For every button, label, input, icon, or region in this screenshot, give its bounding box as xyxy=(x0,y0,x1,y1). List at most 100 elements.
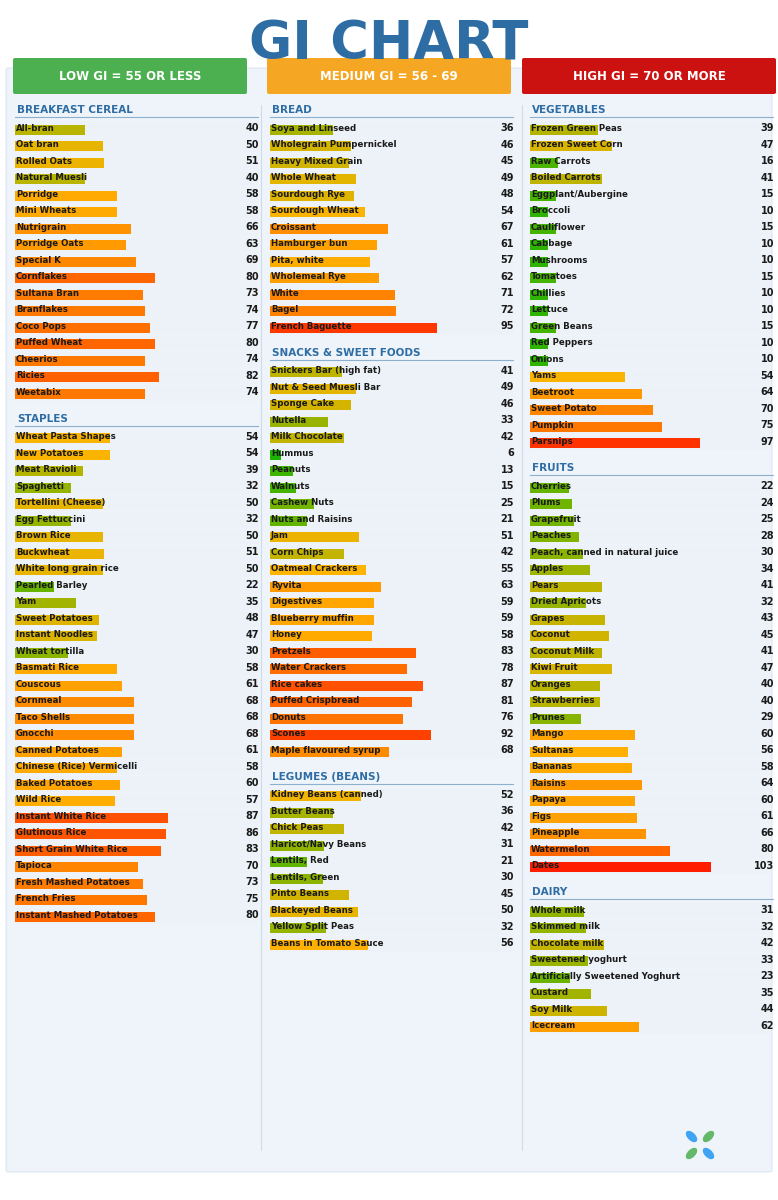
Text: 87: 87 xyxy=(500,679,514,689)
Text: Parsnips: Parsnips xyxy=(531,437,573,446)
FancyBboxPatch shape xyxy=(530,792,773,808)
FancyBboxPatch shape xyxy=(270,220,513,235)
Ellipse shape xyxy=(686,1130,697,1142)
Text: SNACKS & SWEET FOODS: SNACKS & SWEET FOODS xyxy=(272,348,420,358)
FancyBboxPatch shape xyxy=(530,936,773,952)
FancyBboxPatch shape xyxy=(270,710,513,726)
Text: French Fries: French Fries xyxy=(16,894,75,904)
FancyBboxPatch shape xyxy=(270,923,326,934)
FancyBboxPatch shape xyxy=(530,154,773,169)
Text: Cabbage: Cabbage xyxy=(531,239,573,248)
FancyBboxPatch shape xyxy=(15,908,258,924)
FancyBboxPatch shape xyxy=(530,302,773,318)
FancyBboxPatch shape xyxy=(270,743,513,758)
FancyBboxPatch shape xyxy=(15,730,135,740)
Text: 39: 39 xyxy=(761,124,774,133)
FancyBboxPatch shape xyxy=(15,594,258,610)
Text: 39: 39 xyxy=(246,464,259,475)
FancyBboxPatch shape xyxy=(270,416,328,426)
FancyBboxPatch shape xyxy=(270,697,412,707)
Text: 71: 71 xyxy=(500,288,514,299)
FancyBboxPatch shape xyxy=(530,385,773,401)
FancyBboxPatch shape xyxy=(530,512,773,528)
Text: 32: 32 xyxy=(500,922,514,931)
FancyBboxPatch shape xyxy=(270,206,365,217)
FancyBboxPatch shape xyxy=(270,902,513,918)
Text: Skimmed milk: Skimmed milk xyxy=(531,923,600,931)
FancyBboxPatch shape xyxy=(530,680,600,690)
FancyBboxPatch shape xyxy=(15,726,258,742)
FancyBboxPatch shape xyxy=(270,187,513,203)
Text: Frozen Sweet Corn: Frozen Sweet Corn xyxy=(531,140,622,149)
Text: 28: 28 xyxy=(760,530,774,541)
FancyBboxPatch shape xyxy=(270,138,513,152)
Text: 52: 52 xyxy=(500,790,514,799)
FancyBboxPatch shape xyxy=(270,121,513,137)
FancyBboxPatch shape xyxy=(15,895,146,905)
FancyBboxPatch shape xyxy=(530,746,629,756)
FancyBboxPatch shape xyxy=(530,389,643,398)
Text: 40: 40 xyxy=(246,124,259,133)
FancyBboxPatch shape xyxy=(530,125,598,134)
FancyBboxPatch shape xyxy=(530,578,773,594)
FancyBboxPatch shape xyxy=(15,912,156,922)
FancyBboxPatch shape xyxy=(15,170,258,186)
Text: 50: 50 xyxy=(500,905,514,916)
Text: 30: 30 xyxy=(500,872,514,882)
Text: 64: 64 xyxy=(761,388,774,397)
Text: Brown Rice: Brown Rice xyxy=(16,532,71,540)
FancyBboxPatch shape xyxy=(15,516,71,526)
Text: Natural Muesli: Natural Muesli xyxy=(16,173,87,182)
Text: Broccoli: Broccoli xyxy=(531,206,570,215)
FancyBboxPatch shape xyxy=(530,240,548,250)
FancyBboxPatch shape xyxy=(15,875,258,890)
Text: 21: 21 xyxy=(500,856,514,865)
FancyBboxPatch shape xyxy=(15,680,122,690)
Text: Whole Wheat: Whole Wheat xyxy=(271,173,336,182)
FancyBboxPatch shape xyxy=(270,170,513,186)
FancyBboxPatch shape xyxy=(530,1002,773,1018)
Text: 75: 75 xyxy=(761,420,774,431)
FancyBboxPatch shape xyxy=(530,516,574,526)
Text: 21: 21 xyxy=(500,515,514,524)
FancyBboxPatch shape xyxy=(270,319,513,335)
Text: 56: 56 xyxy=(761,745,774,755)
FancyBboxPatch shape xyxy=(15,157,104,168)
Text: VEGETABLES: VEGETABLES xyxy=(532,104,607,115)
FancyBboxPatch shape xyxy=(270,594,513,610)
FancyBboxPatch shape xyxy=(270,840,324,851)
Text: 10: 10 xyxy=(761,337,774,348)
FancyBboxPatch shape xyxy=(15,385,258,401)
FancyBboxPatch shape xyxy=(15,842,258,858)
Text: Chocolate milk: Chocolate milk xyxy=(531,938,603,948)
Text: Mango: Mango xyxy=(531,730,563,738)
Text: 57: 57 xyxy=(500,256,514,265)
FancyBboxPatch shape xyxy=(15,598,76,608)
Text: Taco Shells: Taco Shells xyxy=(16,713,70,721)
FancyBboxPatch shape xyxy=(530,902,773,918)
Text: Yams: Yams xyxy=(531,371,556,380)
Text: Donuts: Donuts xyxy=(271,713,306,721)
FancyBboxPatch shape xyxy=(530,368,773,384)
FancyBboxPatch shape xyxy=(530,714,581,724)
Text: Boiled Carrots: Boiled Carrots xyxy=(531,173,601,182)
Text: Puffed Crispbread: Puffed Crispbread xyxy=(271,696,359,706)
Text: Sultanas: Sultanas xyxy=(531,745,573,755)
FancyBboxPatch shape xyxy=(270,466,293,476)
FancyBboxPatch shape xyxy=(270,433,344,443)
FancyBboxPatch shape xyxy=(530,763,632,773)
FancyBboxPatch shape xyxy=(15,479,258,494)
FancyBboxPatch shape xyxy=(270,204,513,218)
Text: Haricot/Navy Beans: Haricot/Navy Beans xyxy=(271,840,366,848)
Text: 50: 50 xyxy=(246,530,259,541)
Text: Bagel: Bagel xyxy=(271,305,298,314)
Text: Pearled Barley: Pearled Barley xyxy=(16,581,87,589)
FancyBboxPatch shape xyxy=(530,223,556,234)
FancyBboxPatch shape xyxy=(530,562,773,577)
Text: 6: 6 xyxy=(507,449,514,458)
Text: 62: 62 xyxy=(761,1021,774,1031)
Text: Buckwheat: Buckwheat xyxy=(16,547,69,557)
Text: 51: 51 xyxy=(246,547,259,557)
Text: 44: 44 xyxy=(761,1004,774,1014)
Text: Instant White Rice: Instant White Rice xyxy=(16,811,106,821)
